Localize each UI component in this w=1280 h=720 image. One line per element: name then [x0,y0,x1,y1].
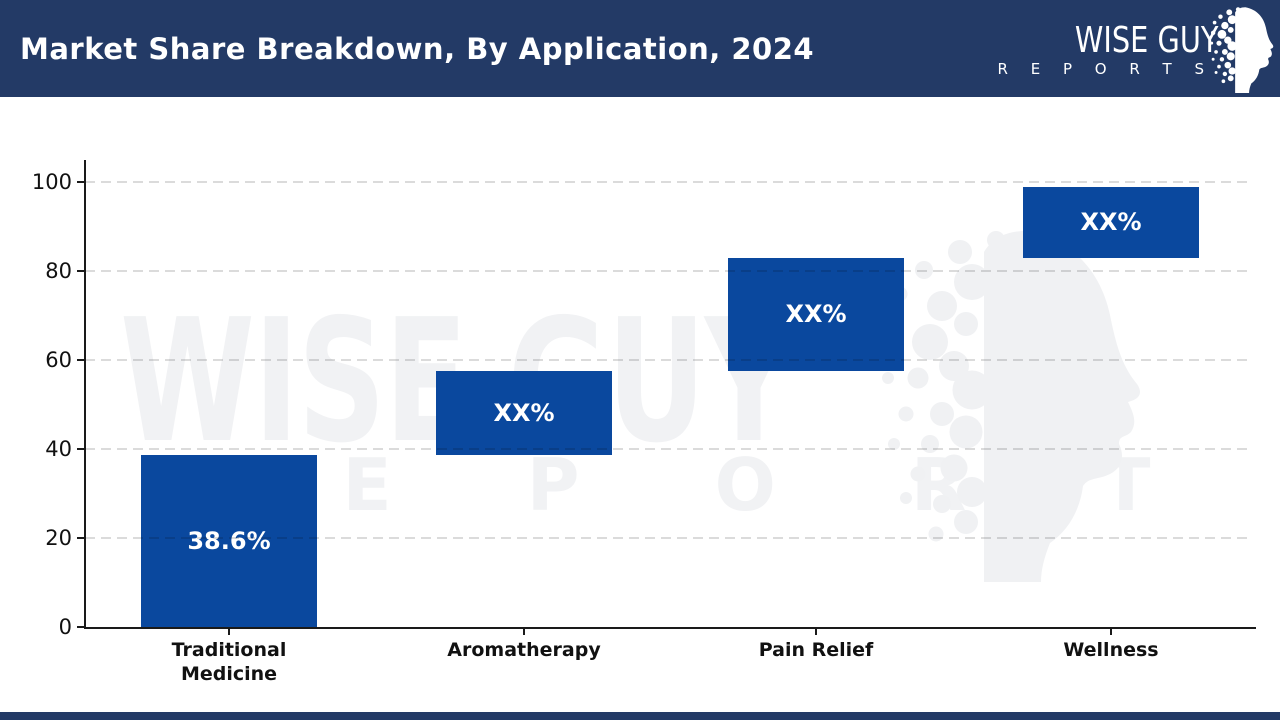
wiseguy-logo: WISE GUY R E P O R T S [990,0,1280,97]
footer-bar [0,712,1280,720]
chart-area: WISE GUY R E P O R T S 38.6% XX% XX% XX% 0 20… [0,97,1280,712]
y-tick-label-0: 0 [58,615,72,639]
x-tick-0 [228,627,230,635]
gridline-60 [85,359,1253,361]
x-tick-1 [523,627,525,635]
y-tick-label-20: 20 [45,526,72,550]
gridline-20 [85,537,1253,539]
y-tick-40 [77,448,85,450]
bar-value-label: XX% [1080,208,1142,237]
gridline-80 [85,270,1253,272]
header: Market Share Breakdown, By Application, … [0,0,1280,97]
x-axis-line [84,627,1256,629]
bar-wellness: XX% [1023,186,1199,258]
y-tick-60 [77,359,85,361]
category-label-traditional-medicine: Traditional Medicine [171,639,287,685]
bar-pain-relief: XX% [728,257,904,372]
category-label-pain-relief: Pain Relief [758,639,874,661]
wiseguy-head-icon [1210,7,1274,93]
y-tick-20 [77,537,85,539]
logo-reports-text: R E P O R T S [997,60,1213,78]
y-tick-label-60: 60 [45,348,72,372]
y-tick-80 [77,270,85,272]
page-title: Market Share Breakdown, By Application, … [20,31,815,66]
logo-name-text: WISE GUY [1074,20,1218,61]
bar-value-label: XX% [493,399,555,428]
y-tick-label-80: 80 [45,259,72,283]
category-label-aromatherapy: Aromatherapy [447,639,601,661]
y-tick-0 [77,626,85,628]
bar-value-label: XX% [785,300,847,329]
bar-aromatherapy: XX% [436,371,612,456]
x-tick-3 [1110,627,1112,635]
y-tick-label-100: 100 [31,170,72,194]
y-tick-100 [77,181,85,183]
category-label-wellness: Wellness [1063,639,1159,661]
x-tick-2 [815,627,817,635]
y-axis-line [84,160,86,629]
gridline-100 [85,181,1253,183]
y-tick-label-40: 40 [45,437,72,461]
bar-value-label: 38.6% [187,527,271,556]
bar-traditional-medicine: 38.6% [141,455,317,627]
gridline-40 [85,448,1253,450]
